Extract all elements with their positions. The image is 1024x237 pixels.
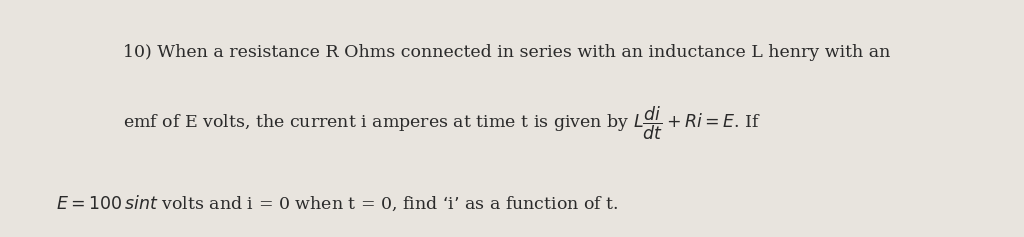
Text: 10) When a resistance R Ohms connected in series with an inductance L henry with: 10) When a resistance R Ohms connected i… [123, 44, 890, 61]
Text: $E = 100\,sint$ volts and i = 0 when t = 0, find ‘i’ as a function of t.: $E = 100\,sint$ volts and i = 0 when t =… [56, 194, 618, 214]
Text: emf of E volts, the current i amperes at time t is given by $L\dfrac{di}{dt} + R: emf of E volts, the current i amperes at… [123, 105, 761, 142]
